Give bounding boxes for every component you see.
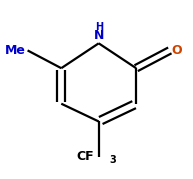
Text: 3: 3 <box>109 155 116 165</box>
Text: N: N <box>94 28 104 42</box>
Text: O: O <box>172 44 182 57</box>
Text: Me: Me <box>5 44 26 57</box>
Text: CF: CF <box>76 151 94 163</box>
Text: H: H <box>96 22 104 32</box>
